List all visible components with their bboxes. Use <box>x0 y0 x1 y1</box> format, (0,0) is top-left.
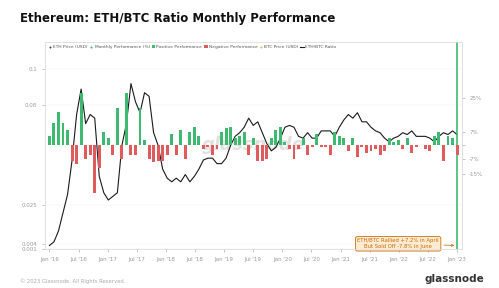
Bar <box>370 145 372 151</box>
Bar <box>175 145 178 155</box>
Bar <box>283 142 286 145</box>
Bar <box>365 145 368 153</box>
Bar <box>265 145 268 159</box>
Bar <box>61 123 64 145</box>
Bar <box>93 145 96 193</box>
Bar <box>301 138 304 145</box>
Bar <box>139 108 142 145</box>
Bar <box>442 145 445 160</box>
Bar <box>66 130 69 145</box>
Bar <box>188 132 191 145</box>
Bar <box>207 145 210 147</box>
Bar <box>274 130 277 145</box>
Bar <box>392 142 395 145</box>
Bar <box>48 136 51 145</box>
Bar <box>433 136 436 145</box>
Bar <box>179 130 182 145</box>
Bar <box>166 145 169 155</box>
Bar <box>211 145 214 155</box>
Text: ETH/BTC Rallied +7.2% in April
But Sold Off -7.8% in June: ETH/BTC Rallied +7.2% in April But Sold … <box>357 238 454 249</box>
Bar <box>288 145 291 149</box>
Bar <box>397 140 400 145</box>
Bar <box>152 145 155 162</box>
Bar <box>410 145 413 153</box>
Bar <box>98 145 101 168</box>
Bar <box>247 145 250 155</box>
Bar <box>333 132 336 145</box>
Bar <box>360 145 363 147</box>
Bar <box>102 132 105 145</box>
Bar <box>216 145 219 149</box>
Bar <box>234 138 237 145</box>
Bar <box>57 111 60 145</box>
Text: © 2023 Glassnode. All Rights Reserved.: © 2023 Glassnode. All Rights Reserved. <box>20 278 125 284</box>
Bar <box>170 134 173 145</box>
Bar <box>252 138 254 145</box>
Bar <box>261 145 264 160</box>
Bar <box>320 145 323 147</box>
Bar <box>311 145 313 147</box>
Text: glassnode: glassnode <box>202 137 305 154</box>
Bar <box>256 145 259 160</box>
Bar <box>243 132 246 145</box>
Bar <box>134 145 137 155</box>
Bar <box>351 138 354 145</box>
Bar <box>306 145 309 155</box>
Bar <box>324 145 327 147</box>
Bar <box>120 145 123 159</box>
Bar <box>279 127 282 145</box>
Bar <box>356 145 359 157</box>
Bar <box>116 108 119 145</box>
Bar <box>424 145 427 149</box>
Bar <box>148 145 151 159</box>
Bar <box>270 138 273 145</box>
Bar <box>456 145 459 155</box>
Legend: ETH Price (USD), Monthly Performance (%), Positive Performance, Negative Perform: ETH Price (USD), Monthly Performance (%)… <box>47 44 338 51</box>
Bar <box>451 138 454 145</box>
Bar <box>84 145 87 159</box>
Bar <box>125 93 128 145</box>
Bar <box>438 132 441 145</box>
Bar <box>374 145 377 149</box>
Bar <box>184 145 187 159</box>
Bar <box>388 138 391 145</box>
Bar <box>401 145 404 149</box>
Bar <box>157 145 160 160</box>
Bar <box>225 128 228 145</box>
Bar <box>315 134 318 145</box>
Bar <box>406 138 409 145</box>
Bar <box>75 145 78 164</box>
Bar <box>347 145 350 151</box>
Bar <box>338 136 341 145</box>
Bar <box>429 145 431 151</box>
Bar <box>297 145 300 149</box>
Bar <box>80 93 83 145</box>
Bar <box>383 145 386 151</box>
Text: glassnode: glassnode <box>424 274 484 284</box>
Bar <box>143 140 146 145</box>
Bar <box>447 136 450 145</box>
Bar <box>111 145 114 155</box>
Bar <box>379 145 382 155</box>
Bar <box>129 145 132 155</box>
Bar <box>202 145 205 149</box>
Bar <box>292 145 295 159</box>
Bar <box>161 145 164 160</box>
Bar <box>329 145 332 155</box>
Bar <box>193 127 196 145</box>
Bar <box>415 145 418 147</box>
Bar <box>89 145 92 155</box>
Text: Ethereum: ETH/BTC Ratio Monthly Performance: Ethereum: ETH/BTC Ratio Monthly Performa… <box>20 12 335 24</box>
Bar <box>238 136 241 145</box>
Bar <box>229 127 232 145</box>
Bar <box>342 138 345 145</box>
Bar <box>71 145 73 160</box>
Bar <box>52 123 55 145</box>
Bar <box>198 136 201 145</box>
Bar <box>220 132 223 145</box>
Bar <box>107 138 110 145</box>
